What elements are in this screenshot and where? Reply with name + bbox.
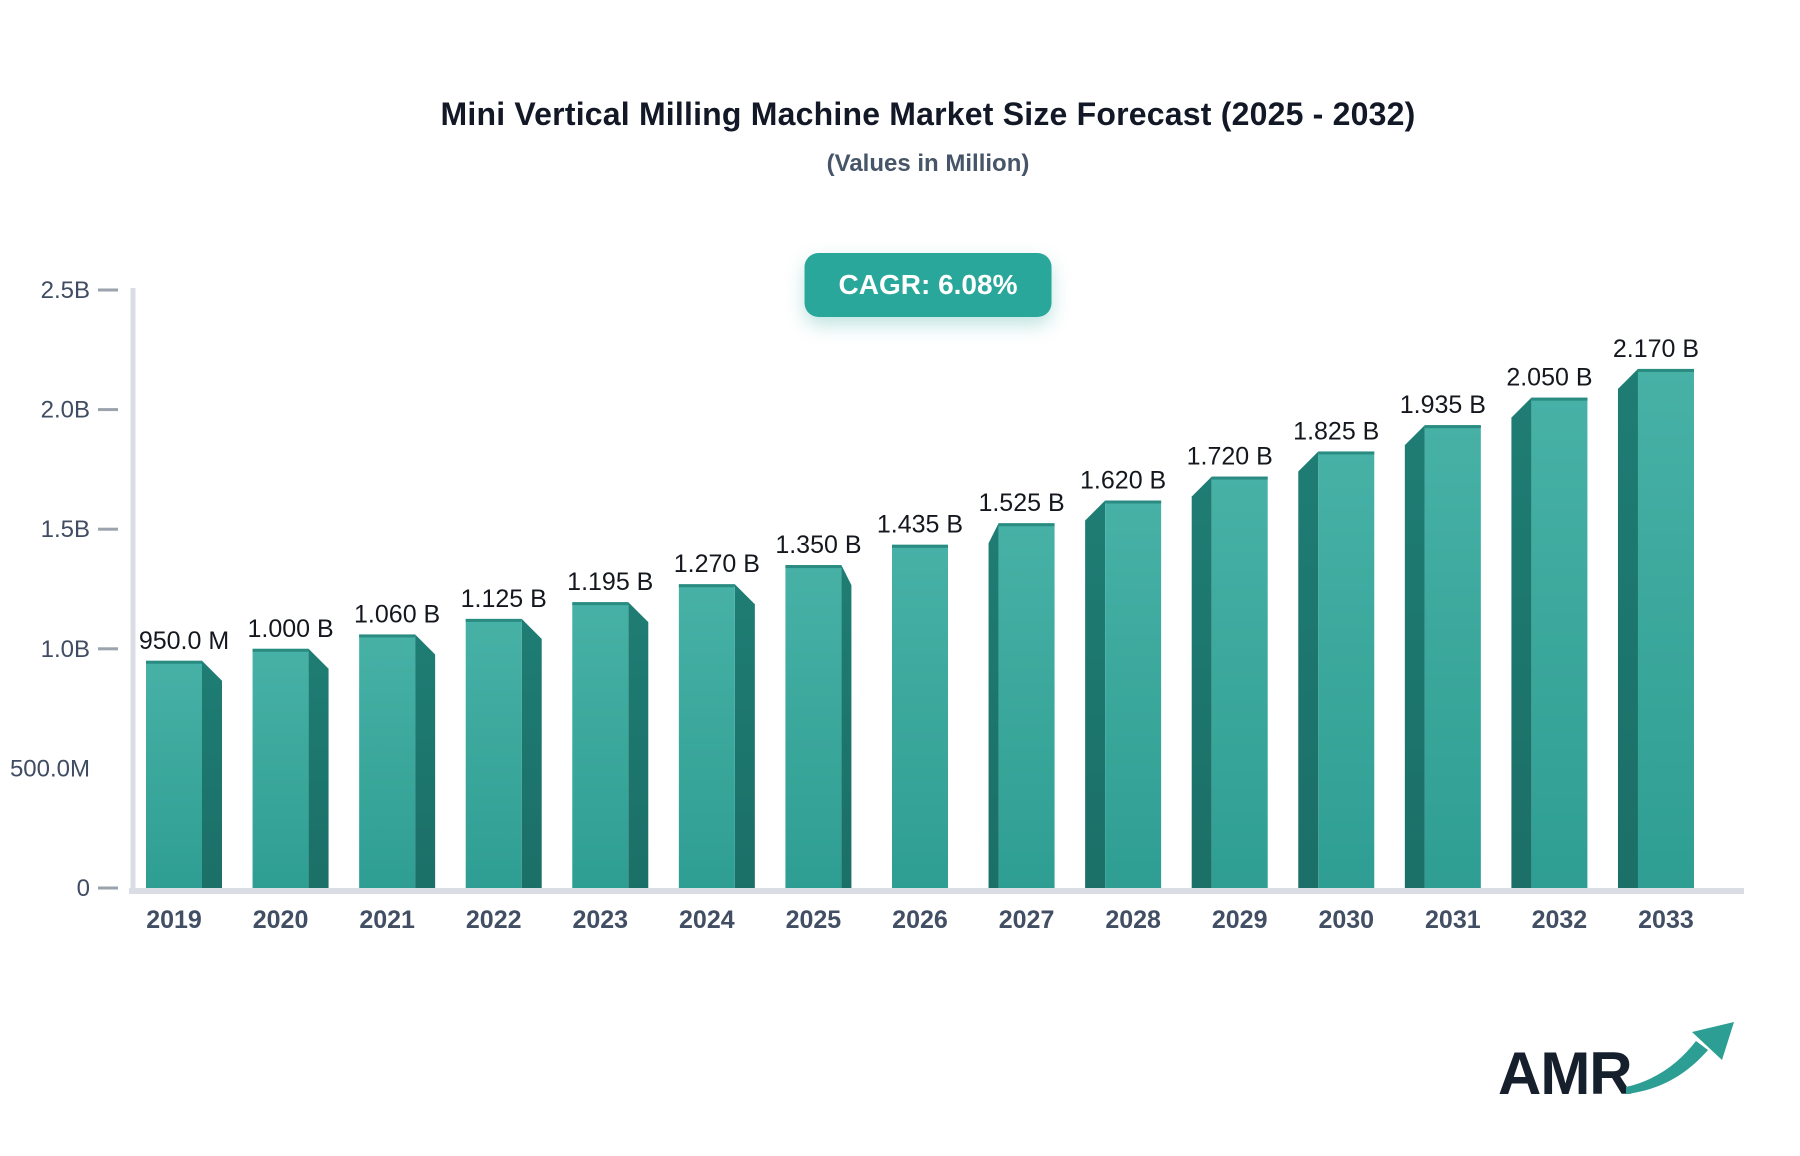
bar-value-label: 1.435 B: [877, 511, 963, 539]
bar: [891, 544, 948, 888]
x-axis-year-label: 2030: [1318, 906, 1374, 934]
bar-value-label: 1.525 B: [978, 489, 1064, 517]
bar: [1531, 397, 1588, 888]
bar-top-edge: [1105, 500, 1162, 504]
x-axis-year-label: 2032: [1532, 906, 1588, 934]
chart-subtitle: (Values in Million): [826, 150, 1030, 177]
y-axis-line: [130, 288, 136, 894]
bar-top-edge: [785, 565, 842, 569]
bar: [785, 565, 842, 888]
x-axis-year-label: 2023: [572, 906, 628, 934]
bar-value-label: 1.720 B: [1187, 443, 1273, 471]
bar-top-edge: [252, 648, 309, 652]
bar: [1105, 500, 1162, 888]
chart-title: Mini Vertical Milling Machine Market Siz…: [440, 96, 1416, 132]
x-axis-year-label: 2026: [892, 906, 948, 934]
bar: [1318, 451, 1375, 888]
bar-side-face: [734, 584, 755, 894]
bar-top-edge: [146, 660, 202, 664]
y-tick-dash: [98, 647, 118, 651]
y-tick-label: 500.0M: [10, 755, 90, 782]
bar-value-label: 1.000 B: [247, 615, 333, 643]
x-axis-line: [129, 888, 1744, 894]
bar-side-face: [308, 648, 329, 894]
bar: [1211, 476, 1268, 888]
bar-top-edge: [1424, 425, 1481, 429]
bar-top-edge: [359, 634, 416, 638]
bar-value-label: 1.125 B: [461, 585, 547, 613]
bar-side-face: [841, 565, 852, 894]
y-tick-label: 1.0B: [41, 636, 90, 663]
x-axis-year-label: 2020: [253, 906, 309, 934]
x-axis-year-label: 2021: [359, 906, 415, 934]
bar-top-edge: [1637, 368, 1694, 372]
x-axis-year-label: 2033: [1638, 906, 1694, 934]
bar: [1637, 368, 1694, 888]
x-axis-year-label: 2024: [679, 906, 735, 934]
y-tick-label: 1.5B: [41, 516, 90, 543]
bar: [678, 584, 735, 888]
x-axis-year-label: 2025: [786, 906, 842, 934]
bar-side-face: [628, 602, 649, 894]
y-tick-dash: [98, 288, 118, 292]
x-axis-year-label: 2028: [1105, 906, 1161, 934]
bar-side-face: [1511, 397, 1532, 894]
bar-side-face: [521, 618, 542, 894]
bar-value-label: 1.350 B: [775, 531, 861, 559]
bar-value-label: 2.170 B: [1613, 335, 1699, 363]
bar-value-label: 1.620 B: [1080, 466, 1166, 494]
bar-side-face: [202, 660, 222, 894]
bar-side-face: [988, 523, 999, 894]
bar: [359, 634, 416, 888]
x-axis-year-label: 2029: [1212, 906, 1268, 934]
y-tick-dash: [98, 408, 118, 412]
x-axis-year-label: 2031: [1425, 906, 1481, 934]
trend-up-arrow-icon: [1626, 1022, 1734, 1094]
y-tick-label: 2.5B: [41, 277, 90, 304]
bar-value-label: 1.825 B: [1293, 417, 1379, 445]
bar-top-edge: [891, 544, 948, 548]
amr-logo: AMR: [1498, 1022, 1748, 1112]
bar-top-edge: [1318, 451, 1375, 455]
bar-top-edge: [1211, 476, 1268, 480]
amr-logo-text: AMR: [1498, 1040, 1633, 1107]
y-tick-label: 2.0B: [41, 397, 90, 424]
bar-value-label: 1.195 B: [567, 568, 653, 596]
bar-side-face: [1191, 476, 1212, 894]
bar-value-label: 950.0 M: [139, 627, 229, 655]
bar-side-face: [1617, 368, 1638, 894]
bar-top-edge: [572, 602, 629, 606]
bar-value-label: 1.060 B: [354, 600, 440, 628]
bar: [998, 523, 1055, 888]
bar: [252, 648, 309, 888]
y-tick-dash: [98, 527, 118, 531]
bar-top-edge: [1531, 397, 1588, 401]
bar: [465, 618, 522, 888]
y-tick-label: 0: [77, 875, 90, 902]
bar-value-label: 2.050 B: [1506, 364, 1592, 392]
x-axis-year-label: 2019: [146, 906, 202, 934]
bar-top-edge: [998, 523, 1055, 527]
cagr-badge: CAGR: 6.08%: [804, 253, 1052, 317]
bar: [572, 602, 629, 888]
bar: [146, 660, 202, 888]
bar-top-edge: [678, 584, 735, 588]
bar-side-face: [1085, 500, 1106, 894]
bar-side-face: [415, 634, 436, 894]
x-axis-year-label: 2027: [999, 906, 1055, 934]
bar-side-face: [1404, 425, 1425, 894]
bar-top-edge: [465, 618, 522, 622]
bar: [1424, 425, 1481, 888]
x-axis-year-label: 2022: [466, 906, 522, 934]
bar-value-label: 1.935 B: [1400, 391, 1486, 419]
bar-side-face: [1298, 451, 1319, 894]
bar-value-label: 1.270 B: [674, 550, 760, 578]
y-tick-dash: [98, 886, 118, 890]
